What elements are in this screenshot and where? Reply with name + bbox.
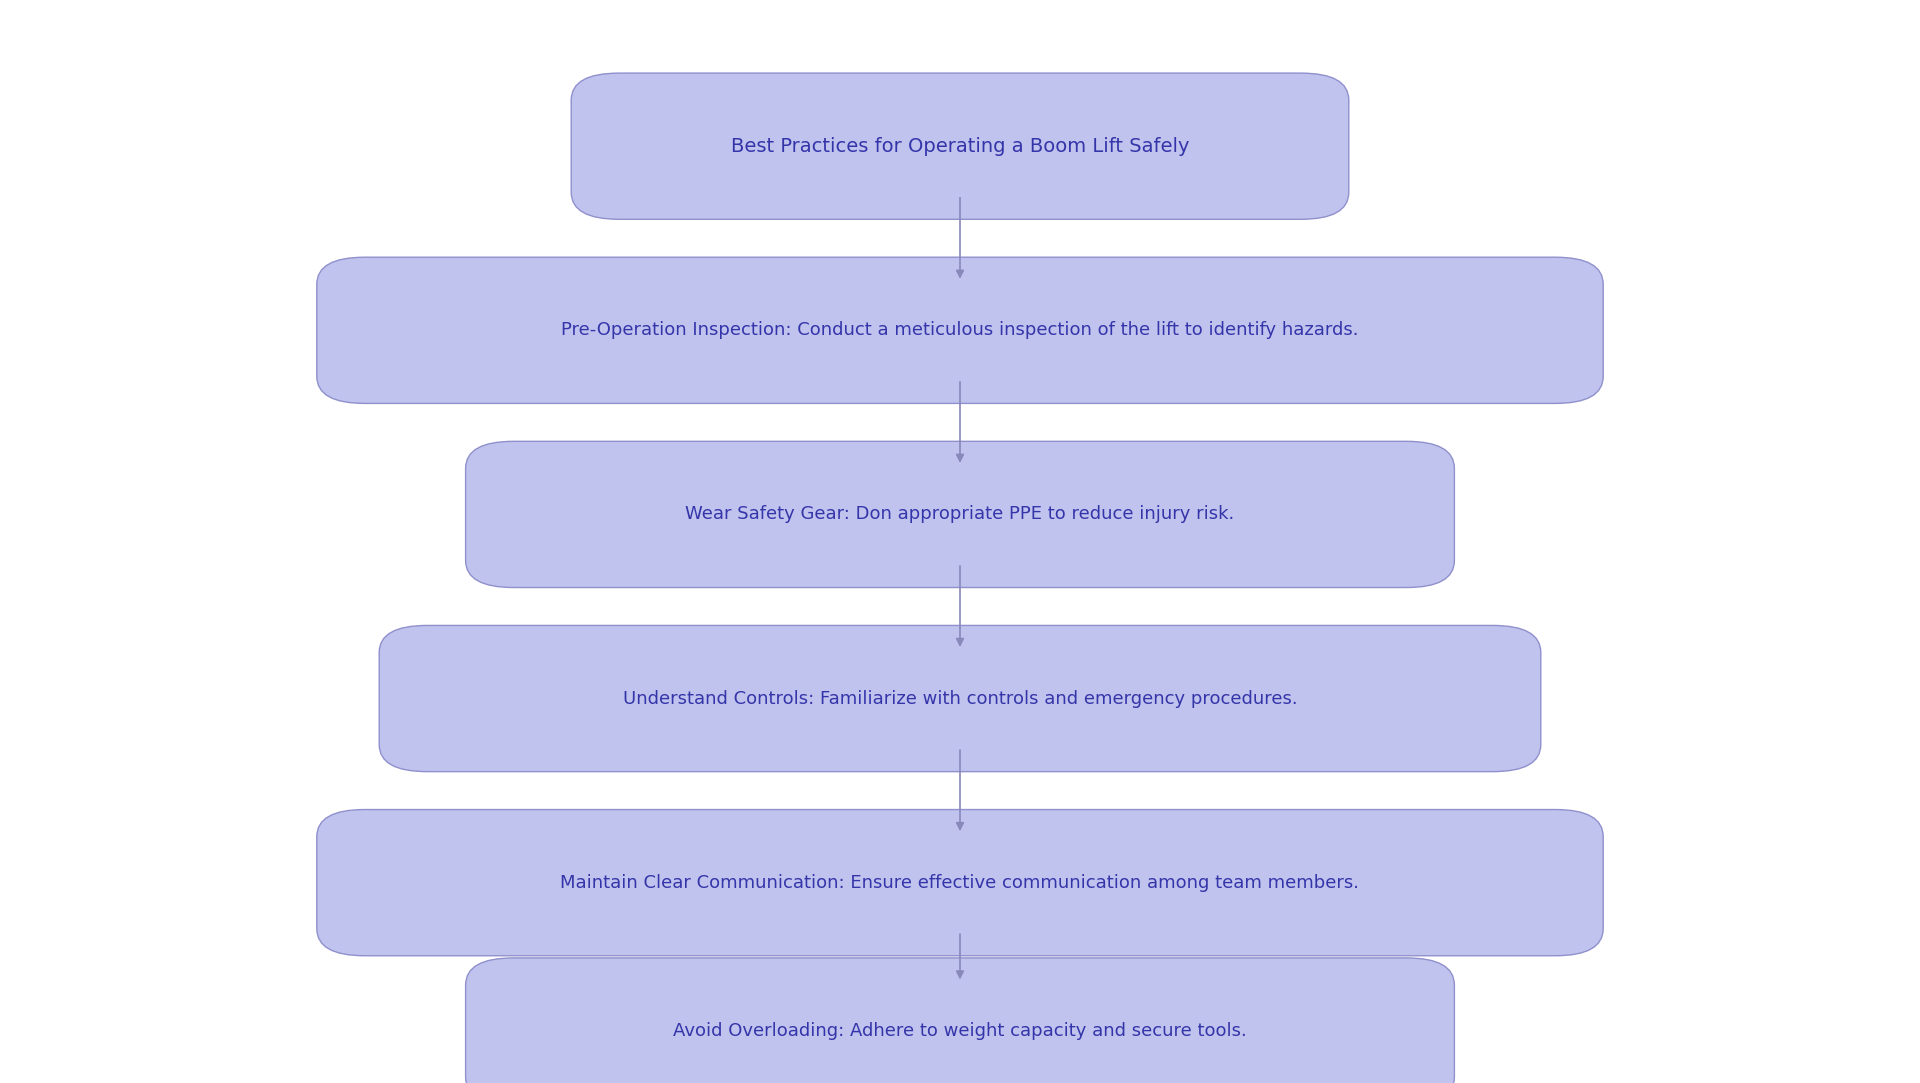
Text: Best Practices for Operating a Boom Lift Safely: Best Practices for Operating a Boom Lift…	[732, 136, 1188, 156]
Text: Understand Controls: Familiarize with controls and emergency procedures.: Understand Controls: Familiarize with co…	[622, 690, 1298, 707]
FancyBboxPatch shape	[465, 442, 1455, 587]
Text: Pre-Operation Inspection: Conduct a meticulous inspection of the lift to identif: Pre-Operation Inspection: Conduct a meti…	[561, 322, 1359, 339]
Text: Maintain Clear Communication: Ensure effective communication among team members.: Maintain Clear Communication: Ensure eff…	[561, 874, 1359, 891]
FancyBboxPatch shape	[465, 958, 1455, 1083]
Text: Avoid Overloading: Adhere to weight capacity and secure tools.: Avoid Overloading: Adhere to weight capa…	[674, 1022, 1246, 1040]
FancyBboxPatch shape	[572, 74, 1348, 219]
Text: Wear Safety Gear: Don appropriate PPE to reduce injury risk.: Wear Safety Gear: Don appropriate PPE to…	[685, 506, 1235, 523]
FancyBboxPatch shape	[317, 258, 1603, 404]
FancyBboxPatch shape	[317, 810, 1603, 956]
FancyBboxPatch shape	[378, 626, 1542, 772]
